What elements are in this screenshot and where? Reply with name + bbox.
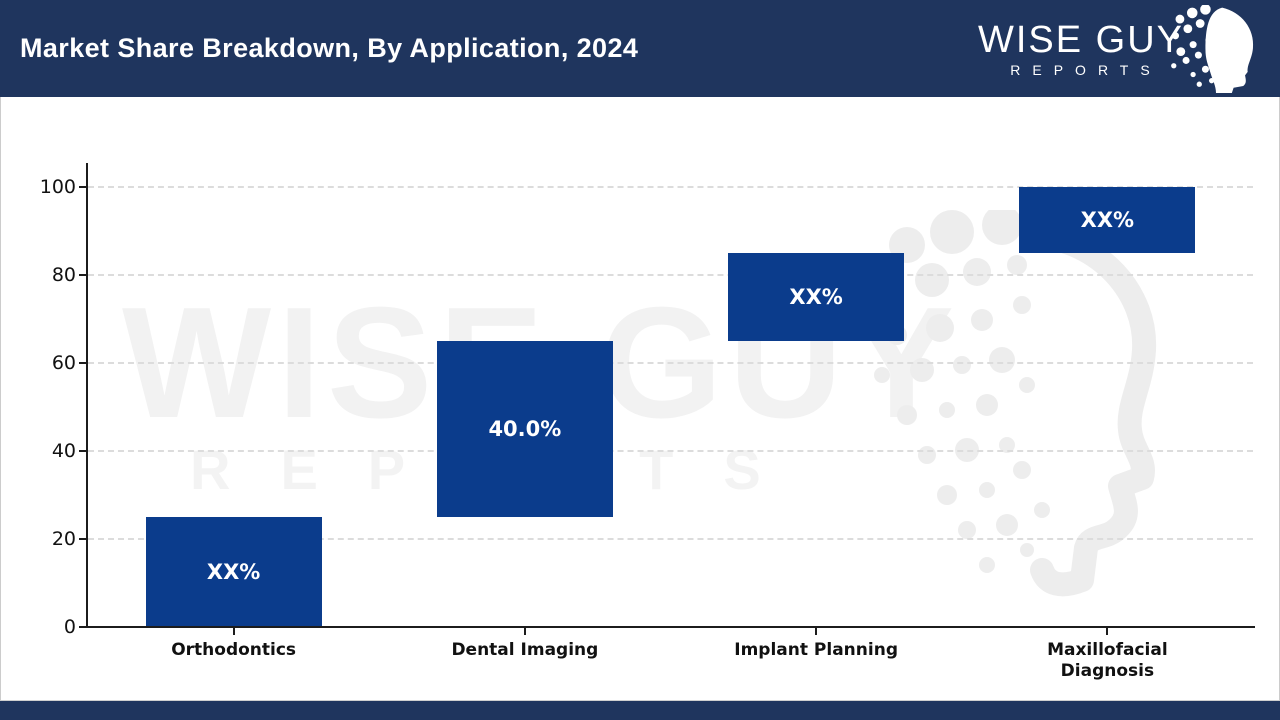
- y-tick-label: 60: [51, 351, 76, 374]
- brand-logo: WISE GUY REPORTS: [978, 4, 1266, 93]
- brand-logo-line2: REPORTS: [1010, 61, 1162, 78]
- page-title: Market Share Breakdown, By Application, …: [20, 33, 639, 63]
- bar-value-label: 40.0%: [488, 416, 562, 441]
- x-axis-label: Implant Planning: [734, 639, 898, 660]
- gridline: [88, 537, 1253, 540]
- y-tick-label: 20: [51, 527, 76, 550]
- bar-value-label: XX%: [206, 559, 261, 584]
- x-tick-mark: [523, 628, 526, 635]
- y-tick-mark: [79, 625, 87, 628]
- gridline: [88, 361, 1253, 364]
- y-tick-label: 0: [63, 615, 76, 638]
- bar-dental-imaging: 40.0%: [436, 340, 613, 517]
- bar-maxillofacial-diagnosis: XX%: [1019, 186, 1196, 253]
- y-tick-label: 80: [51, 263, 76, 286]
- x-axis-spine: [86, 626, 1255, 628]
- footer-bar: [0, 701, 1280, 720]
- y-tick-label: 100: [39, 175, 76, 198]
- x-axis-label: Dental Imaging: [451, 639, 599, 660]
- y-tick-mark: [79, 361, 87, 364]
- y-tick-mark: [79, 537, 87, 540]
- watermark-face-icon: [874, 210, 1157, 597]
- x-axis-label: Orthodontics: [171, 639, 297, 660]
- gridline: [88, 185, 1253, 188]
- bar-implant-planning: XX%: [728, 252, 905, 341]
- y-tick-mark: [79, 273, 87, 276]
- gridline: [88, 449, 1253, 452]
- y-tick-mark: [79, 449, 87, 452]
- x-tick-mark: [1106, 628, 1109, 635]
- bar-value-label: XX%: [1080, 207, 1135, 232]
- gridline: [88, 273, 1253, 276]
- y-tick-label: 40: [51, 439, 76, 462]
- bar-value-label: XX%: [789, 284, 843, 309]
- brand-face-icon: [1171, 4, 1253, 93]
- y-axis-spine: [86, 163, 88, 628]
- x-axis-label: Maxillofacial Diagnosis: [1047, 639, 1168, 681]
- y-tick-mark: [79, 185, 87, 188]
- brand-logo-line1: WISE GUY: [977, 18, 1184, 61]
- x-tick-mark: [815, 628, 818, 635]
- brand-logo-text: WISE GUY REPORTS: [978, 21, 1184, 77]
- header-bar: Market Share Breakdown, By Application, …: [0, 0, 1280, 97]
- x-tick-mark: [232, 628, 235, 635]
- bar-orthodontics: XX%: [145, 516, 322, 627]
